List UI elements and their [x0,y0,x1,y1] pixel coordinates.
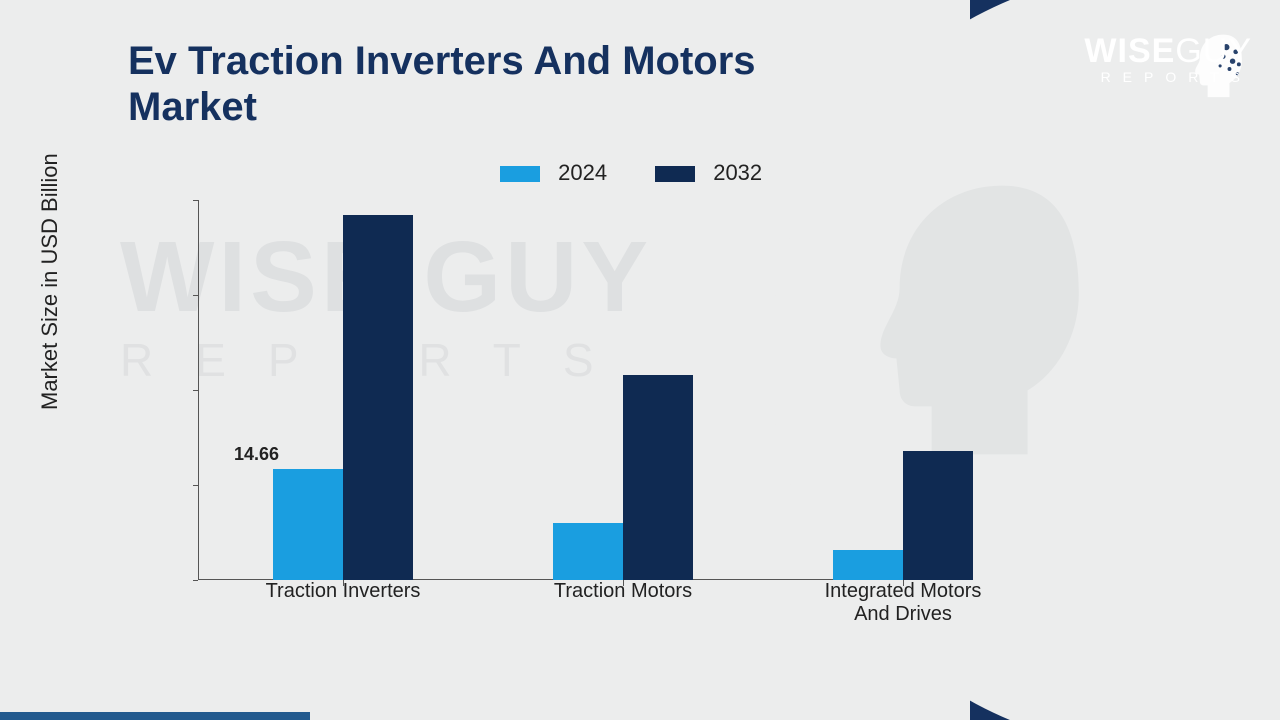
y-tick [193,580,198,581]
logo-wordmark: WISEGUY [1084,32,1252,71]
legend-item-2024: 2024 [500,160,607,186]
bar-2024 [553,523,623,580]
logo-text-bold: WISE [1084,32,1175,70]
market-bar-chart: Market Size in USD Billion 2024 2032 [60,160,940,700]
bar-pair [833,451,973,580]
plot-area: 14.66 Traction Inverters Traction Motors… [138,200,938,620]
page-title: Ev Traction Inverters And Motors Market [128,38,858,130]
x-tick [623,580,624,586]
legend-swatch-2032 [655,166,695,182]
report-canvas: WISE GUY REPORTS Ev Traction Inverters A… [0,0,1280,720]
x-tick [903,580,904,586]
legend-swatch-2024 [500,166,540,182]
logo-text-light: GUY [1175,32,1252,70]
y-tick [193,200,198,201]
y-tick [193,295,198,296]
bar-2032 [343,215,413,580]
brand-logo: WISEGUY REPORTS [1084,32,1252,85]
category-label: Integrated Motors And Drives [823,580,983,626]
logo-subline: REPORTS [1084,69,1252,85]
footer-accent-bar [0,712,310,720]
bar-2032 [623,375,693,580]
y-axis-label: Market Size in USD Billion [37,153,63,410]
y-tick [193,485,198,486]
x-tick [343,580,344,586]
chart-legend: 2024 2032 [500,160,762,186]
bar-pair [273,215,413,580]
bar-pair [553,375,693,580]
y-tick [193,390,198,391]
legend-label-2032: 2032 [713,160,762,185]
y-axis-line [198,200,199,580]
bar-2024 [833,550,903,580]
bar-2024 [273,469,343,580]
value-label: 14.66 [234,444,279,465]
legend-item-2032: 2032 [655,160,762,186]
bar-2032 [903,451,973,580]
legend-label-2024: 2024 [558,160,607,185]
